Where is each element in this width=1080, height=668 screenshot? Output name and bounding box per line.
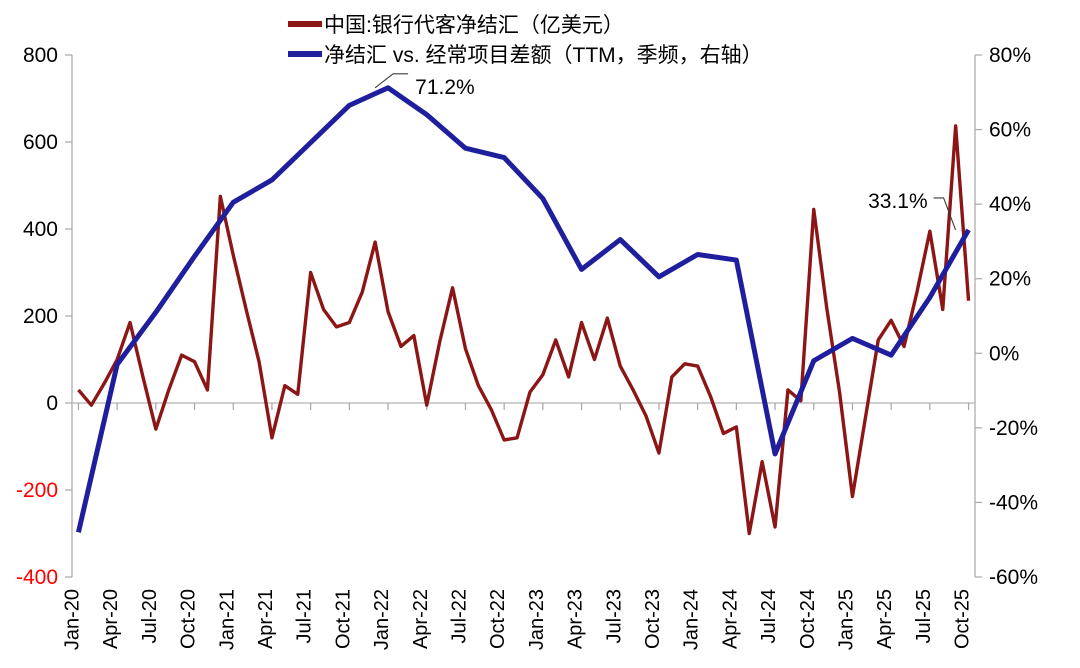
annotation-leader-line (933, 197, 957, 231)
left-axis-tick-label: -200 (16, 479, 58, 502)
x-axis-tick-label: Apr-21 (255, 589, 277, 649)
left-axis: 800 600 400 200 0 -200 -400 (16, 44, 73, 589)
data-annotations: 71.2% 33.1% (374, 73, 957, 231)
x-axis-tick-label: Oct-24 (797, 589, 819, 649)
x-axis-tick-label: Jul-24 (758, 589, 780, 643)
x-axis-tick-label: Jan-23 (526, 589, 548, 650)
legend-label-1: 净结汇 vs. 经常项目差额（TTM，季频，右轴） (324, 44, 763, 67)
x-axis-tick-label: Apr-20 (100, 589, 122, 649)
x-axis-tick-label: Oct-22 (487, 589, 509, 649)
x-axis-tick-label: Jul-25 (913, 589, 935, 643)
x-axis-tick-label: Apr-24 (719, 589, 741, 649)
left-axis-tick-label: -400 (16, 566, 58, 589)
left-axis-tick-label: 400 (23, 218, 58, 241)
right-axis-tick-label: -20% (989, 417, 1038, 440)
data-series (76, 85, 971, 536)
x-axis-tick-label: Jan-24 (681, 589, 703, 650)
x-axis-tick-label: Jul-20 (139, 589, 161, 643)
right-axis-tick-label: 40% (989, 193, 1031, 216)
left-axis-tick-label: 200 (23, 305, 58, 328)
x-axis-tick-label: Jul-21 (294, 589, 316, 643)
x-axis-tick-label: Apr-22 (410, 589, 432, 649)
x-axis-tick-label: Jan-25 (836, 589, 858, 650)
right-axis: 80% 60% 40% 20% 0% -20% -40% -60% (974, 44, 1038, 589)
x-axis-tick-label: Apr-23 (565, 589, 587, 649)
annotation-label: 71.2% (415, 76, 475, 99)
x-axis-tick-label: Oct-23 (642, 589, 664, 649)
left-axis-tick-label: 600 (23, 131, 58, 154)
x-axis-tick-label: Jul-22 (448, 589, 470, 643)
x-axis-tick-label: Oct-21 (332, 589, 354, 649)
x-axis: Jan-20 Apr-20 Jul-20 Oct-20 Jan-21 Apr-21 Jul-… (62, 403, 974, 650)
legend-label-0: 中国:银行代客净结汇（亿美元） (324, 14, 624, 37)
series-line-0 (77, 124, 971, 536)
annotation-label: 33.1% (868, 190, 928, 213)
x-axis-tick-label: Jan-21 (216, 589, 238, 650)
x-axis-tick-label: Jul-23 (603, 589, 625, 643)
x-axis-tick-label: Apr-25 (874, 589, 896, 649)
x-axis-tick-label: Oct-20 (178, 589, 200, 649)
series-line-1 (76, 85, 971, 533)
right-axis-tick-label: -40% (989, 491, 1038, 514)
chart-legend: 中国:银行代客净结汇（亿美元） 净结汇 vs. 经常项目差额（TTM，季频，右轴） (288, 14, 763, 67)
right-axis-tick-label: 0% (989, 342, 1019, 365)
right-axis-tick-label: 80% (989, 44, 1031, 67)
right-axis-tick-label: -60% (989, 566, 1038, 589)
right-axis-tick-label: 20% (989, 268, 1031, 291)
left-axis-tick-label: 800 (23, 44, 58, 67)
annotation-leader-line (374, 73, 409, 89)
x-axis-tick-label: Jan-22 (371, 589, 393, 650)
x-axis-tick-label: Jan-20 (62, 589, 84, 650)
x-axis-tick-label: Oct-25 (952, 589, 974, 649)
right-axis-tick-label: 60% (989, 119, 1031, 142)
left-axis-tick-label: 0 (46, 392, 58, 415)
